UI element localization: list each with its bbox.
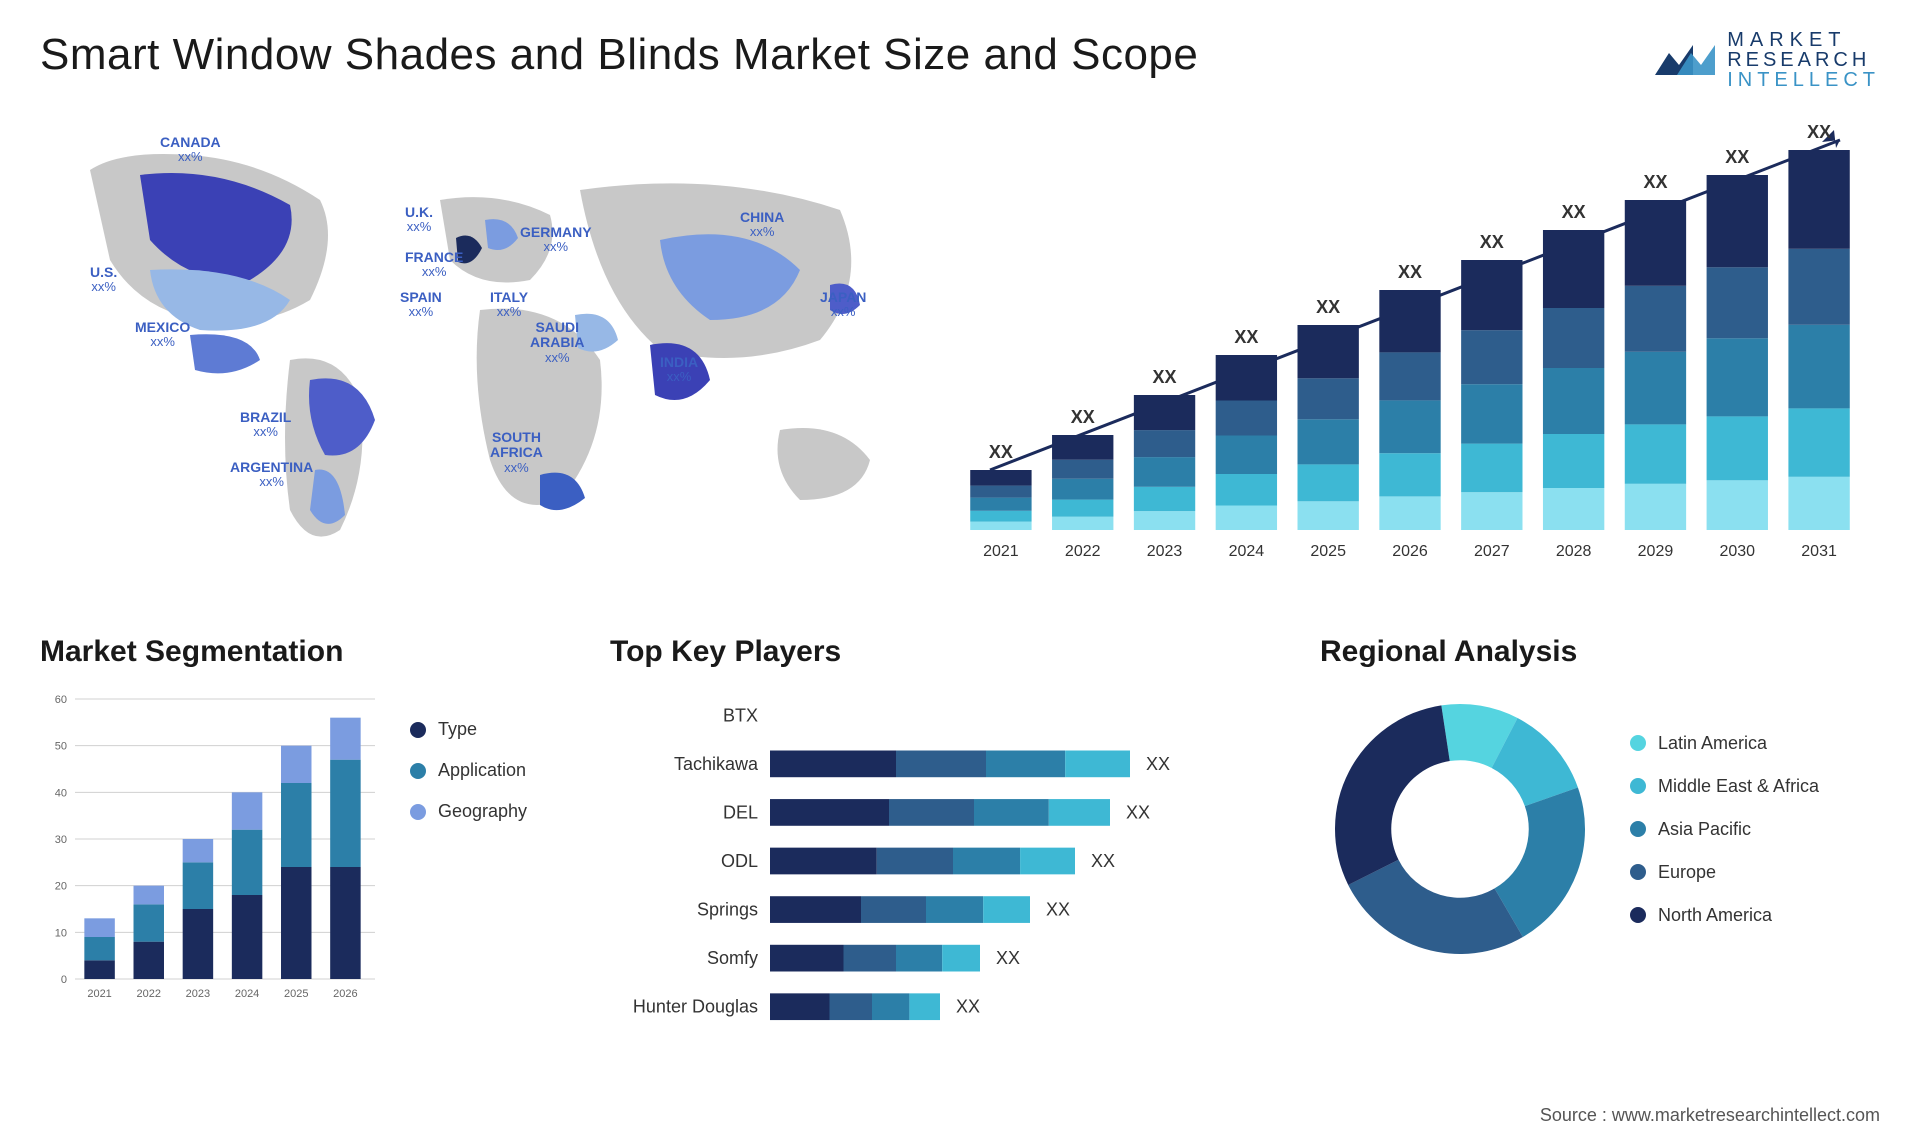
svg-text:2030: 2030 [1719,543,1755,560]
svg-text:30: 30 [55,834,67,846]
logo-text-2: RESEARCH [1727,50,1880,70]
regional-legend-item: Europe [1630,862,1819,883]
svg-text:2023: 2023 [186,988,210,1000]
svg-text:XX: XX [1071,407,1095,427]
svg-text:XX: XX [1234,327,1258,347]
svg-text:Springs: Springs [697,900,758,920]
svg-text:XX: XX [1316,297,1340,317]
svg-text:2027: 2027 [1474,543,1510,560]
svg-text:2025: 2025 [284,988,308,1000]
svg-text:Tachikawa: Tachikawa [674,754,759,774]
svg-text:Hunter Douglas: Hunter Douglas [633,997,758,1017]
growth-bar-chart: XX 2021 XX 2022 XX 2023 XX 2024 XX 2025 XX 2026 XX 20… [940,120,1880,580]
regional-title: Regional Analysis [1320,635,1880,669]
key-players-bar-chart: BTX Tachikawa XX DEL XX ODL XX Springs XX Somfy XX… [610,689,1290,1029]
svg-text:40: 40 [55,787,67,799]
key-players-panel: Top Key Players BTX Tachikawa XX DEL XX ODL XX… [610,635,1290,1065]
svg-text:XX: XX [1153,367,1177,387]
svg-text:XX: XX [1643,172,1667,192]
svg-text:Somfy: Somfy [707,948,758,968]
svg-text:2026: 2026 [1392,543,1428,560]
map-country-label: MEXICOxx% [135,320,190,350]
svg-text:2021: 2021 [87,988,111,1000]
svg-text:2025: 2025 [1310,543,1346,560]
svg-text:XX: XX [1807,122,1831,142]
map-country-label: BRAZILxx% [240,410,291,440]
map-country-label: INDIAxx% [660,355,698,385]
logo-text-3: INTELLECT [1727,70,1880,90]
world-map-panel: CANADAxx% U.S.xx% MEXICOxx% BRAZILxx% ARGENT… [40,120,900,590]
logo: MARKET RESEARCH INTELLECT [1653,30,1880,90]
svg-text:ODL: ODL [721,851,758,871]
svg-text:2022: 2022 [137,988,161,1000]
regional-legend-item: Asia Pacific [1630,819,1819,840]
svg-text:XX: XX [956,997,980,1017]
map-country-label: SPAINxx% [400,290,442,320]
map-country-label: ARGENTINAxx% [230,460,313,490]
svg-text:XX: XX [1146,754,1170,774]
segmentation-bar-chart: 0 10 20 30 40 50 60 2021 2022 2023 2024 2025 2026 [40,689,380,1009]
page-title: Smart Window Shades and Blinds Market Si… [40,30,1198,80]
map-country-label: CHINAxx% [740,210,784,240]
svg-text:2022: 2022 [1065,543,1101,560]
svg-text:0: 0 [61,974,67,986]
svg-text:2024: 2024 [1229,543,1265,560]
svg-text:20: 20 [55,881,67,893]
map-country-label: SOUTHAFRICAxx% [490,430,543,475]
growth-chart-panel: XX 2021 XX 2022 XX 2023 XX 2024 XX 2025 XX 2026 XX 20… [940,120,1880,590]
regional-legend-item: Middle East & Africa [1630,776,1819,797]
segmentation-title: Market Segmentation [40,635,580,669]
svg-text:XX: XX [1725,147,1749,167]
svg-text:10: 10 [55,927,67,939]
map-country-label: GERMANYxx% [520,225,592,255]
map-country-label: CANADAxx% [160,135,221,165]
svg-text:XX: XX [1480,232,1504,252]
map-country-label: FRANCExx% [405,250,463,280]
logo-text-1: MARKET [1727,30,1880,50]
svg-text:2028: 2028 [1556,543,1592,560]
regional-legend-item: North America [1630,905,1819,926]
svg-text:2024: 2024 [235,988,259,1000]
svg-text:2031: 2031 [1801,543,1837,560]
svg-text:2026: 2026 [333,988,357,1000]
svg-text:BTX: BTX [723,705,758,725]
map-country-label: ITALYxx% [490,290,528,320]
svg-text:2021: 2021 [983,543,1019,560]
segmentation-legend-item: Application [410,760,527,781]
segmentation-legend: Type Application Geography [410,689,527,1009]
svg-text:XX: XX [1562,202,1586,222]
logo-mark-icon [1653,35,1717,85]
svg-text:50: 50 [55,741,67,753]
svg-text:XX: XX [989,442,1013,462]
svg-text:XX: XX [996,948,1020,968]
svg-text:XX: XX [1046,900,1070,920]
source-attribution: Source : www.marketresearchintellect.com [1540,1105,1880,1126]
regional-legend-item: Latin America [1630,733,1819,754]
svg-text:XX: XX [1126,802,1150,822]
regional-donut-chart [1320,689,1600,969]
map-country-label: U.K.xx% [405,205,433,235]
svg-text:60: 60 [55,694,67,706]
svg-text:XX: XX [1398,262,1422,282]
map-country-label: SAUDIARABIAxx% [530,320,584,365]
svg-text:DEL: DEL [723,802,758,822]
regional-legend: Latin America Middle East & Africa Asia Pa… [1630,733,1819,926]
segmentation-legend-item: Type [410,719,527,740]
key-players-title: Top Key Players [610,635,1290,669]
map-country-label: JAPANxx% [820,290,866,320]
map-country-label: U.S.xx% [90,265,117,295]
segmentation-legend-item: Geography [410,801,527,822]
svg-text:2029: 2029 [1638,543,1674,560]
svg-text:XX: XX [1091,851,1115,871]
svg-text:2023: 2023 [1147,543,1183,560]
regional-panel: Regional Analysis Latin America Middle Ea… [1320,635,1880,1065]
segmentation-panel: Market Segmentation 0 10 20 30 40 50 60 2021 202… [40,635,580,1065]
